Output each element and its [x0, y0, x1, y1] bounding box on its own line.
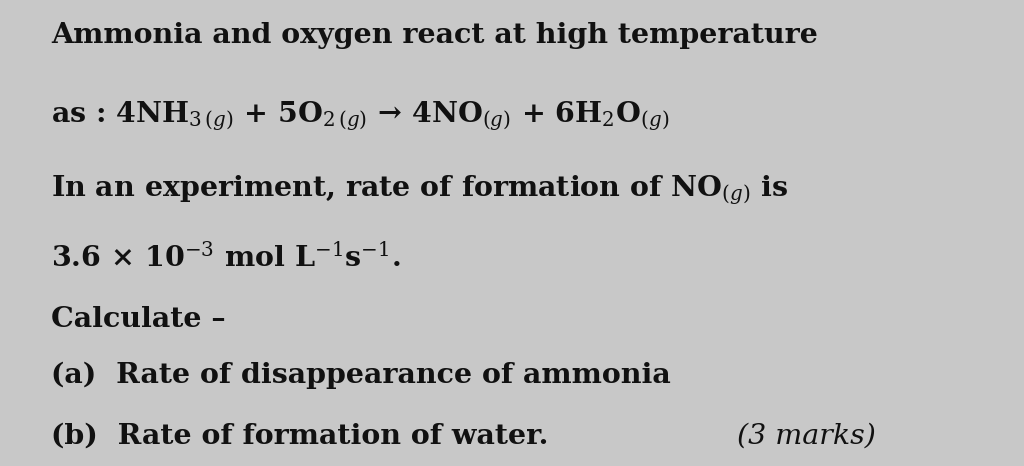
Text: Calculate –: Calculate –: [51, 306, 226, 333]
Text: (b)  Rate of formation of water.: (b) Rate of formation of water.: [51, 423, 549, 450]
Text: In an experiment, rate of formation of NO$_{(g)}$ is: In an experiment, rate of formation of N…: [51, 174, 788, 207]
Text: (3 marks): (3 marks): [737, 423, 877, 450]
Text: (a)  Rate of disappearance of ammonia: (a) Rate of disappearance of ammonia: [51, 362, 671, 389]
Text: as : 4NH$_{3\,(g)}$ + 5O$_{2\,(g)}$ → 4NO$_{(g)}$ + 6H$_2$O$_{(g)}$: as : 4NH$_{3\,(g)}$ + 5O$_{2\,(g)}$ → 4N…: [51, 100, 670, 133]
Text: Ammonia and oxygen react at high temperature: Ammonia and oxygen react at high tempera…: [51, 22, 818, 49]
Text: 3.6 × 10$^{-3}$ mol L$^{-1}$s$^{-1}$.: 3.6 × 10$^{-3}$ mol L$^{-1}$s$^{-1}$.: [51, 243, 400, 273]
